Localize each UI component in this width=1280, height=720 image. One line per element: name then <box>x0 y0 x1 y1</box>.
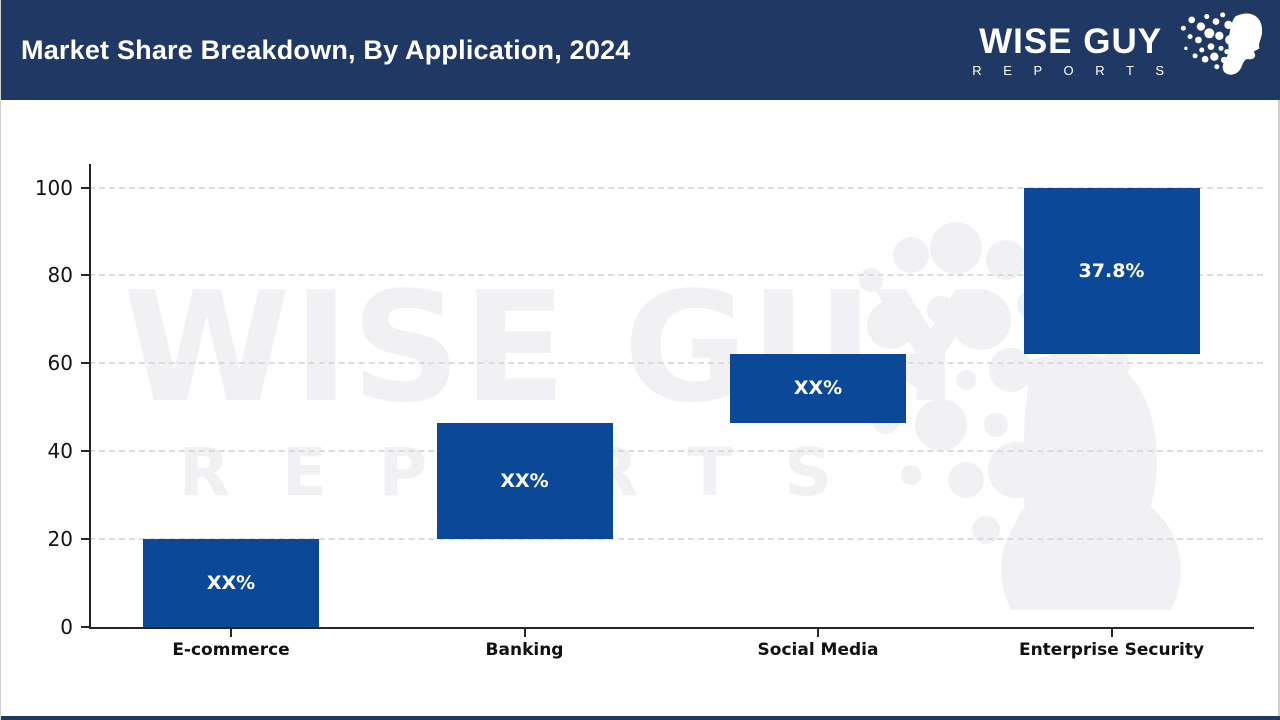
x-tick-2 <box>523 629 526 637</box>
gridline-20 <box>89 538 1263 541</box>
y-tick-60 <box>81 362 89 365</box>
watermark-head-icon <box>841 222 1181 610</box>
y-tick-0 <box>81 626 89 628</box>
bar-value-label: XX% <box>500 470 549 493</box>
x-tick-3 <box>817 629 819 637</box>
category-label-3: Social Media <box>757 640 879 660</box>
bar-banking: XX% <box>436 423 613 540</box>
y-tick-label-20: 20 <box>47 527 73 552</box>
gridline-40 <box>89 450 1263 453</box>
logo-wordmark: WISE GUY <box>979 21 1163 61</box>
wiseguy-logo: WISE GUY R E P O R T S <box>968 7 1267 93</box>
y-tick-label-0: 0 <box>60 615 73 639</box>
bar-value-label: XX% <box>793 377 843 400</box>
report-header: Market Share Breakdown, By Application, … <box>1 0 1280 100</box>
gridline-80 <box>89 274 1263 277</box>
y-axis <box>89 164 91 629</box>
bar-value-label: 37.8% <box>1078 259 1145 282</box>
bar-e-commerce: XX% <box>143 539 319 627</box>
bar-social-media: XX% <box>730 353 906 424</box>
logo-subtitle: R E P O R T S <box>972 62 1173 78</box>
bar-enterprise-security: 37.8% <box>1023 187 1200 354</box>
x-axis <box>89 627 1254 629</box>
footer-bar <box>1 716 1280 720</box>
x-tick-1 <box>230 629 232 637</box>
logo-head-icon <box>1180 12 1263 75</box>
y-tick-80 <box>81 274 89 277</box>
y-tick-label-80: 80 <box>47 263 73 288</box>
y-tick-label-100: 100 <box>34 175 73 200</box>
y-tick-label-60: 60 <box>47 351 73 376</box>
y-tick-100 <box>81 186 89 189</box>
logo-text: WISE GUY R E P O R T S <box>968 24 1173 77</box>
bar-value-label: XX% <box>206 572 256 595</box>
y-tick-40 <box>81 450 89 453</box>
gridline-60 <box>89 362 1263 365</box>
category-label-1: E-commerce <box>172 640 290 660</box>
gridline-100 <box>89 186 1263 189</box>
x-tick-4 <box>1110 629 1113 637</box>
y-tick-label-40: 40 <box>47 439 73 464</box>
category-label-4: Enterprise Security <box>1018 640 1205 660</box>
page-title: Market Share Breakdown, By Application, … <box>21 34 631 65</box>
y-tick-20 <box>81 538 89 541</box>
category-label-2: Banking <box>485 640 564 660</box>
